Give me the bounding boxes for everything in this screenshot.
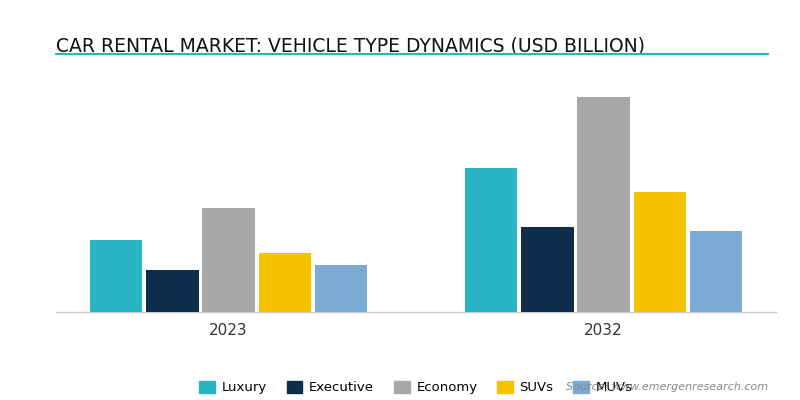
Text: CAR RENTAL MARKET: VEHICLE TYPE DYNAMICS (USD BILLION): CAR RENTAL MARKET: VEHICLE TYPE DYNAMICS… bbox=[56, 36, 645, 55]
Bar bbox=[314, 265, 367, 312]
Bar bbox=[90, 240, 142, 312]
Bar bbox=[465, 168, 518, 312]
Bar bbox=[146, 270, 198, 312]
Legend: Luxury, Executive, Economy, SUVs, MUVs: Luxury, Executive, Economy, SUVs, MUVs bbox=[194, 376, 638, 400]
Text: Source: www.emergenresearch.com: Source: www.emergenresearch.com bbox=[566, 382, 768, 392]
Bar bbox=[202, 208, 254, 312]
Bar bbox=[578, 97, 630, 312]
Bar bbox=[690, 231, 742, 312]
Bar bbox=[521, 227, 574, 312]
Bar bbox=[258, 253, 311, 312]
Bar bbox=[634, 192, 686, 312]
